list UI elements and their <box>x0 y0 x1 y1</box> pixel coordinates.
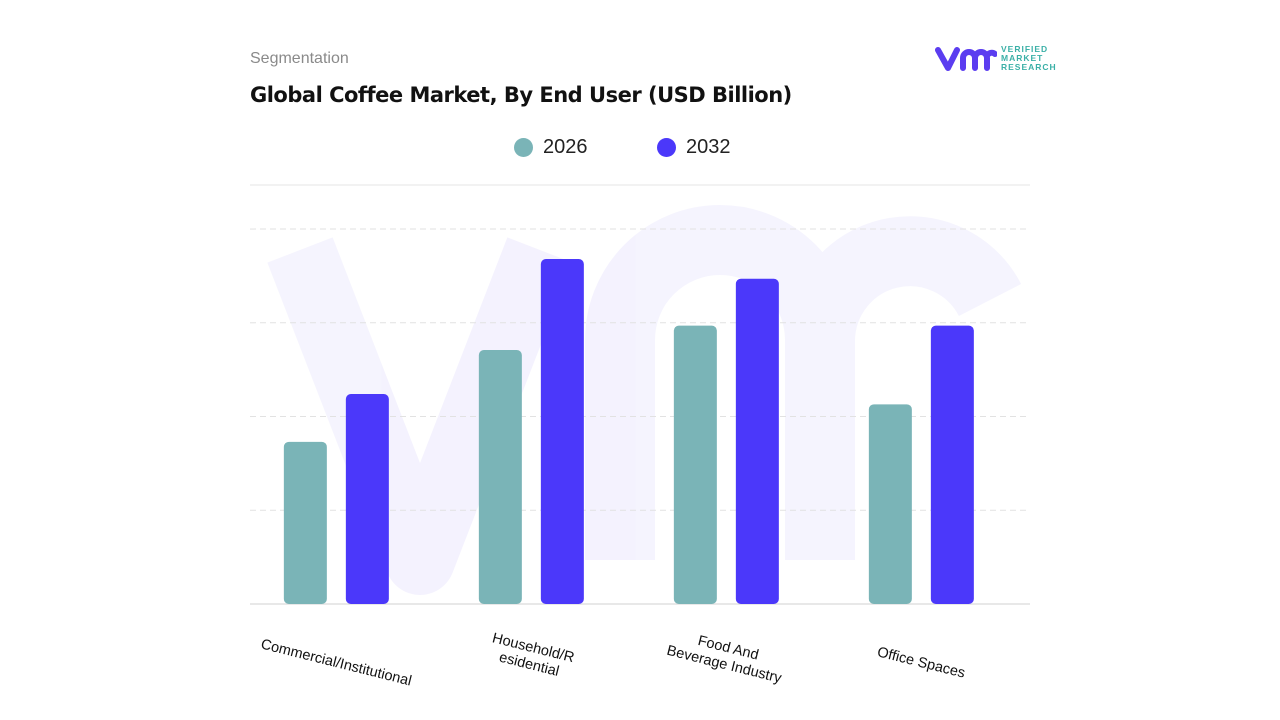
legend-swatch-2026 <box>514 138 533 157</box>
bar-2026-2[interactable] <box>673 325 717 604</box>
legend-label-2026: 2026 <box>543 136 588 158</box>
legend-swatch-2032 <box>657 138 676 157</box>
legend-item-2026[interactable]: 2026 <box>514 136 588 159</box>
legend: 2026 2032 <box>0 136 1280 160</box>
vmr-logo: VERIFIED MARKET RESEARCH <box>935 44 1057 72</box>
logo-line-3: RESEARCH <box>1001 61 1057 72</box>
bar-2032-0[interactable] <box>345 394 389 604</box>
bar-2032-2[interactable] <box>735 278 779 604</box>
bar-2026-0[interactable] <box>283 441 327 604</box>
legend-label-2032: 2032 <box>686 136 731 158</box>
legend-item-2032[interactable]: 2032 <box>657 136 731 159</box>
logo-line-1: VERIFIED <box>1001 43 1049 54</box>
bar-2026-1[interactable] <box>478 349 522 604</box>
bar-2026-3[interactable] <box>868 404 912 604</box>
chart-title: Global Coffee Market, By End User (USD B… <box>250 83 792 107</box>
bar-2032-3[interactable] <box>930 325 974 604</box>
bar-2032-1[interactable] <box>540 259 584 604</box>
segmentation-label: Segmentation <box>250 50 349 67</box>
logo-line-2: MARKET <box>1001 52 1044 63</box>
vmr-logo-icon <box>935 47 997 71</box>
